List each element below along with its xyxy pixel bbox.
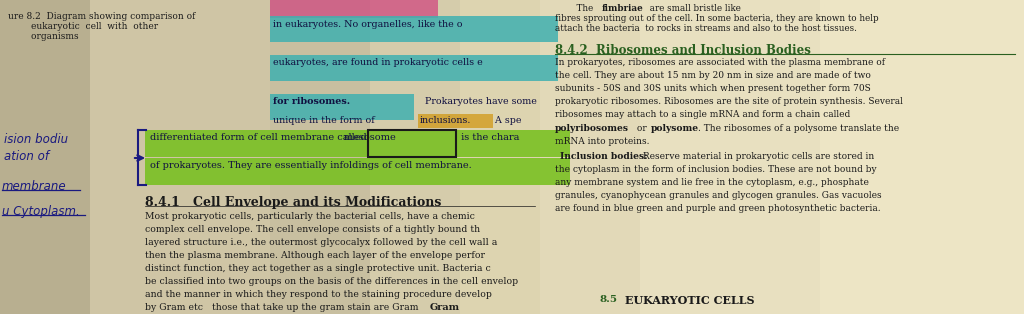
Text: polyribosomes: polyribosomes	[555, 124, 629, 133]
Text: In prokaryotes, ribosomes are associated with the plasma membrane of: In prokaryotes, ribosomes are associated…	[555, 58, 885, 67]
Text: fibres sprouting out of the cell. In some bacteria, they are known to help: fibres sprouting out of the cell. In som…	[555, 14, 879, 23]
Text: Most prokaryotic cells, particularly the bacterial cells, have a chemic: Most prokaryotic cells, particularly the…	[145, 212, 475, 221]
Text: fimbriae: fimbriae	[602, 4, 644, 13]
Text: 8.4.2  Ribosomes and Inclusion Bodies: 8.4.2 Ribosomes and Inclusion Bodies	[555, 44, 811, 57]
Text: The: The	[560, 4, 596, 13]
Text: eukaryotic  cell  with  other: eukaryotic cell with other	[8, 22, 158, 31]
Text: be classified into two groups on the basis of the differences in the cell envelo: be classified into two groups on the bas…	[145, 277, 518, 286]
Text: 8.5: 8.5	[600, 295, 618, 304]
Text: organisms: organisms	[8, 32, 79, 41]
Text: Inclusion bodies:: Inclusion bodies:	[560, 152, 647, 161]
Bar	[270, 16, 558, 42]
Text: ure 8.2  Diagram showing comparison of: ure 8.2 Diagram showing comparison of	[8, 12, 196, 21]
Text: ision bodiu: ision bodiu	[4, 133, 69, 146]
Text: prokaryotic ribosomes. Ribosomes are the site of protein synthesis. Several: prokaryotic ribosomes. Ribosomes are the…	[555, 97, 903, 106]
Text: u Cytoplasm.: u Cytoplasm.	[2, 205, 80, 218]
Bar	[368, 130, 456, 157]
Text: eukaryotes, are found in prokaryotic cells e: eukaryotes, are found in prokaryotic cel…	[273, 58, 482, 67]
Text: layered structure i.e., the outermost glycocalyx followed by the cell wall a: layered structure i.e., the outermost gl…	[145, 238, 498, 247]
Text: differentiated form of cell membrane called: differentiated form of cell membrane cal…	[150, 133, 370, 142]
Bar	[0, 0, 90, 314]
Text: and the manner in which they respond to the staining procedure develop: and the manner in which they respond to …	[145, 290, 492, 299]
Text: EUKARYOTIC CELLS: EUKARYOTIC CELLS	[625, 295, 755, 306]
Text: any membrane system and lie free in the cytoplasm, e.g., phosphate: any membrane system and lie free in the …	[555, 178, 869, 187]
Text: in eukaryotes. No organelles, like the o: in eukaryotes. No organelles, like the o	[273, 20, 463, 29]
Text: 8.4.1   Cell Envelope and its Modifications: 8.4.1 Cell Envelope and its Modification…	[145, 196, 441, 209]
Bar	[820, 0, 1024, 314]
Text: complex cell envelope. The cell envelope consists of a tightly bound th: complex cell envelope. The cell envelope…	[145, 225, 480, 234]
Text: ation of: ation of	[4, 150, 49, 163]
Text: for ribosomes.: for ribosomes.	[273, 97, 350, 106]
Bar	[270, 0, 370, 314]
Text: are small bristle like: are small bristle like	[647, 4, 741, 13]
Text: distinct function, they act together as a single protective unit. Bacteria c: distinct function, they act together as …	[145, 264, 490, 273]
Text: then the plasma membrane. Although each layer of the envelope perfor: then the plasma membrane. Although each …	[145, 251, 485, 260]
Text: mRNA into proteins.: mRNA into proteins.	[555, 137, 649, 146]
Text: unique in the form of: unique in the form of	[273, 116, 378, 125]
Text: subunits - 50S and 30S units which when present together form 70S: subunits - 50S and 30S units which when …	[555, 84, 870, 93]
Text: is the chara: is the chara	[458, 133, 519, 142]
Text: the cytoplasm in the form of inclusion bodies. These are not bound by: the cytoplasm in the form of inclusion b…	[555, 165, 877, 174]
Bar	[640, 0, 820, 314]
Text: mesosome: mesosome	[150, 133, 395, 142]
Bar	[270, 94, 414, 120]
Bar	[270, 0, 438, 18]
Bar	[145, 130, 570, 157]
Bar	[145, 158, 570, 185]
Bar	[370, 0, 460, 314]
Text: of prokaryotes. They are essentially infoldings of cell membrane.: of prokaryotes. They are essentially inf…	[150, 161, 472, 170]
Bar	[270, 55, 558, 81]
Bar	[90, 0, 270, 314]
Bar	[418, 114, 493, 128]
Text: membrane: membrane	[2, 180, 67, 193]
Text: or: or	[634, 124, 649, 133]
Text: by Gram etc   those that take up the gram stain are Gram: by Gram etc those that take up the gram …	[145, 303, 419, 312]
Text: polysome: polysome	[651, 124, 699, 133]
Bar	[460, 0, 540, 314]
Text: the cell. They are about 15 nm by 20 nm in size and are made of two: the cell. They are about 15 nm by 20 nm …	[555, 71, 870, 80]
Text: attach the bacteria  to rocks in streams and also to the host tissues.: attach the bacteria to rocks in streams …	[555, 24, 857, 33]
Text: Reserve material in prokaryotic cells are stored in: Reserve material in prokaryotic cells ar…	[640, 152, 874, 161]
Bar	[540, 0, 640, 314]
Text: inclusions.: inclusions.	[420, 116, 471, 125]
Text: Gram: Gram	[430, 303, 460, 312]
Text: Prokaryotes have some: Prokaryotes have some	[422, 97, 537, 106]
Text: granules, cyanophycean granules and glycogen granules. Gas vacuoles: granules, cyanophycean granules and glyc…	[555, 191, 882, 200]
Text: A spe: A spe	[492, 116, 521, 125]
Text: are found in blue green and purple and green photosynthetic bacteria.: are found in blue green and purple and g…	[555, 204, 881, 213]
Text: . The ribosomes of a polysome translate the: . The ribosomes of a polysome translate …	[698, 124, 899, 133]
Text: ribosomes may attach to a single mRNA and form a chain called: ribosomes may attach to a single mRNA an…	[555, 110, 850, 119]
